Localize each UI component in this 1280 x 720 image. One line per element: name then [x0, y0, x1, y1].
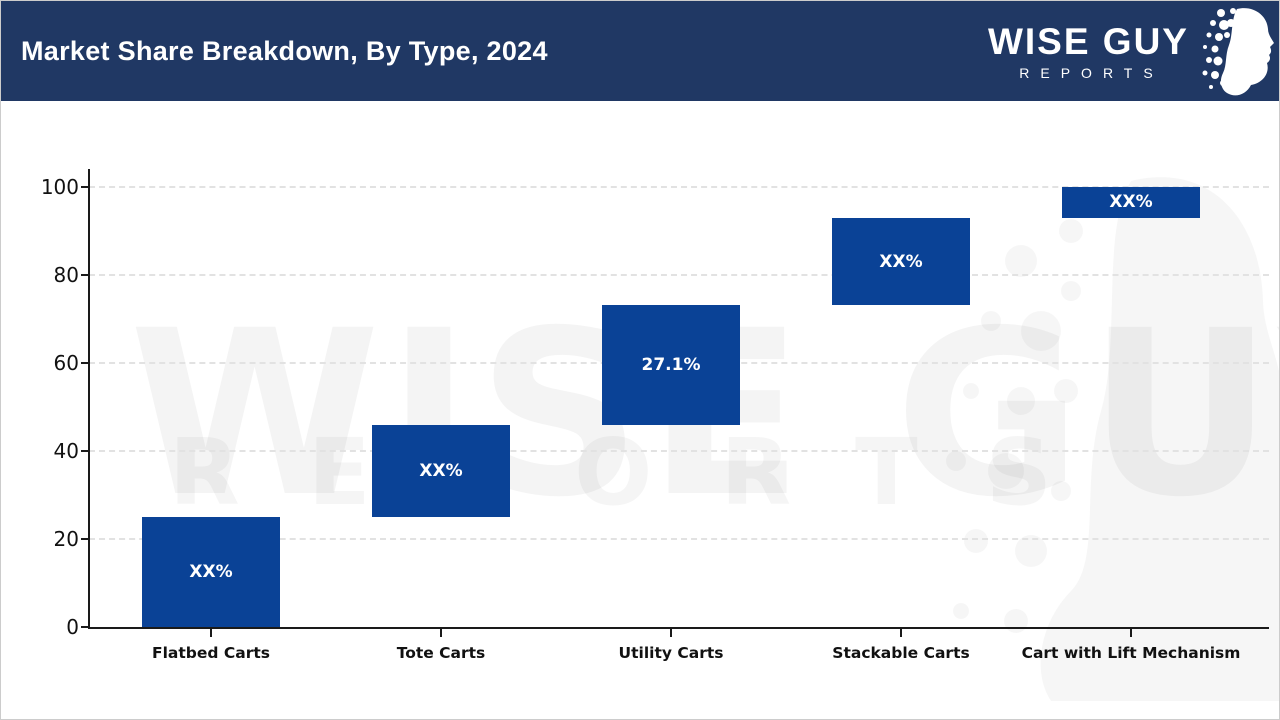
gridline	[89, 450, 1269, 452]
bar-value-label: XX%	[1109, 192, 1153, 213]
y-axis-tick	[81, 450, 89, 452]
x-axis-tick	[900, 629, 902, 637]
bar-value-label: XX%	[419, 460, 463, 481]
y-tick-label: 0	[66, 615, 79, 639]
x-tick-label: Tote Carts	[396, 644, 486, 662]
logo-head-icon	[1202, 8, 1274, 96]
bar-stackable-carts: XX%	[832, 217, 970, 306]
x-tick-label: Utility Carts	[618, 644, 724, 662]
brand-logo: WISE GUY REPORTS	[988, 3, 1275, 99]
bar-value-label: XX%	[879, 251, 923, 272]
logo-wiseguy-text: WISE GUY	[987, 20, 1189, 62]
x-axis-tick	[440, 629, 442, 637]
x-axis-line	[88, 627, 1269, 629]
watermark-reports: REPORTS	[169, 419, 1120, 526]
y-axis-tick	[81, 274, 89, 276]
y-tick-label: 20	[53, 527, 79, 551]
x-axis-tick	[1130, 629, 1132, 637]
bar-flatbed-carts: XX%	[142, 517, 280, 627]
chart-area: WISE GUY REPORTS 020406080100XX%Flatbed …	[1, 101, 1279, 719]
x-tick-label: Stackable Carts	[832, 644, 970, 662]
brand-logo-text: WISE GUY REPORTS	[988, 23, 1189, 80]
x-axis-tick	[670, 629, 672, 637]
y-axis-line	[88, 169, 90, 629]
bar-utility-carts: 27.1%	[602, 305, 740, 425]
x-axis-tick	[210, 629, 212, 637]
y-tick-label: 80	[53, 263, 79, 287]
gridline	[89, 538, 1269, 540]
y-tick-label: 40	[53, 439, 79, 463]
page-title: Market Share Breakdown, By Type, 2024	[21, 35, 548, 66]
bar-value-label: 27.1%	[641, 354, 701, 375]
logo-reports-text: REPORTS	[1019, 64, 1164, 81]
y-axis-tick	[81, 186, 89, 188]
gridline	[89, 186, 1269, 188]
y-axis-tick	[81, 626, 89, 628]
y-tick-label: 100	[40, 175, 79, 199]
x-tick-label: Flatbed Carts	[152, 644, 270, 662]
header-bar: Market Share Breakdown, By Type, 2024 WI…	[1, 1, 1279, 101]
bar-tote-carts: XX%	[372, 424, 510, 517]
x-tick-label: Cart with Lift Mechanism	[1021, 644, 1241, 662]
bar-value-label: XX%	[189, 562, 233, 582]
y-tick-label: 60	[53, 351, 79, 375]
y-axis-tick	[81, 538, 89, 540]
y-axis-tick	[81, 362, 89, 364]
gridline	[89, 274, 1269, 276]
bar-cart-with-lift-mechanism: XX%	[1062, 187, 1200, 218]
